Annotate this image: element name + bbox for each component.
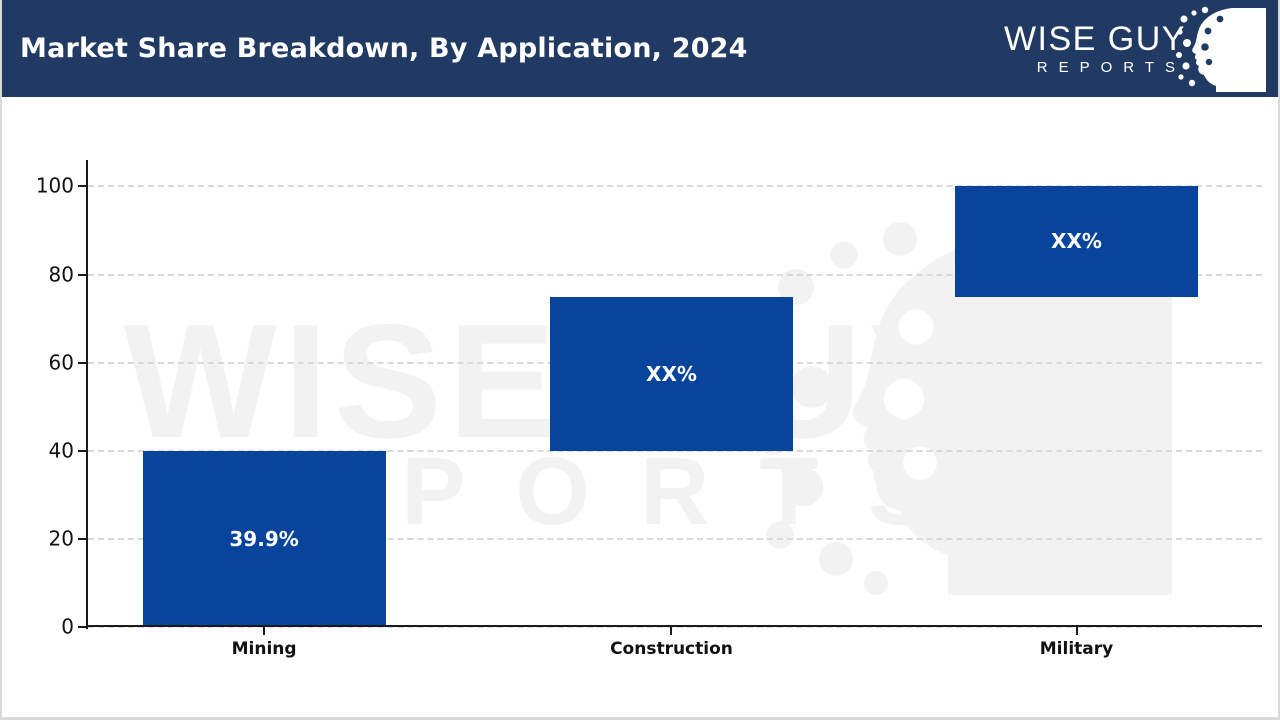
- bar-construction: XX%: [549, 296, 793, 451]
- y-axis-labels: 0 20 40 60 80 100: [0, 160, 74, 639]
- y-tick-label: 100: [35, 173, 74, 198]
- y-tick-label: 60: [48, 350, 74, 375]
- gridline: [88, 537, 1262, 540]
- x-axis-label-construction: Construction: [610, 639, 733, 659]
- plot-area: 39.9% XX% XX%: [78, 160, 1262, 635]
- y-tick-label: 20: [48, 526, 74, 551]
- bar-military: XX%: [954, 186, 1198, 297]
- header-bar: Market Share Breakdown, By Application, …: [0, 0, 1280, 97]
- gridline: [88, 449, 1262, 452]
- bar-value-label: 39.9%: [229, 527, 299, 552]
- y-axis-line: [86, 160, 88, 629]
- x-axis-labels: Mining Construction Military: [88, 639, 1262, 669]
- y-tick-label: 80: [48, 262, 74, 287]
- x-axis-label-military: Military: [1039, 639, 1114, 659]
- x-tick-mark: [1075, 627, 1078, 635]
- y-tick-label: 0: [61, 614, 74, 639]
- logo-face-icon: [1176, 6, 1266, 92]
- gridline: [88, 185, 1262, 188]
- y-tick-mark: [78, 361, 86, 364]
- y-tick-mark: [78, 626, 86, 628]
- x-tick-mark: [263, 627, 266, 635]
- page-title: Market Share Breakdown, By Application, …: [20, 33, 748, 64]
- logo-line2: REPORTS: [1036, 58, 1186, 76]
- gridline: [88, 626, 1262, 628]
- x-axis-label-mining: Mining: [231, 639, 297, 659]
- y-tick-mark: [78, 537, 86, 540]
- bar-mining: 39.9%: [142, 451, 386, 627]
- y-tick-mark: [78, 185, 86, 188]
- bar-value-label: XX%: [1051, 229, 1102, 254]
- wiseguy-logo: WISE GUY REPORTS: [1004, 5, 1280, 93]
- y-tick-mark: [78, 449, 86, 452]
- x-tick-mark: [670, 627, 673, 635]
- logo-line1: WISE GUY: [1003, 19, 1186, 58]
- bar-value-label: XX%: [646, 361, 697, 386]
- logo-wordmark: WISE GUY REPORTS: [1004, 22, 1186, 76]
- y-tick-mark: [78, 273, 86, 276]
- y-tick-label: 40: [48, 438, 74, 463]
- chart-area: WISE GUY REPORTS 0 20 40 60 80 100 39.9% XX% XX…: [0, 97, 1280, 720]
- gridline: [88, 273, 1262, 276]
- x-axis-line: [86, 625, 1262, 627]
